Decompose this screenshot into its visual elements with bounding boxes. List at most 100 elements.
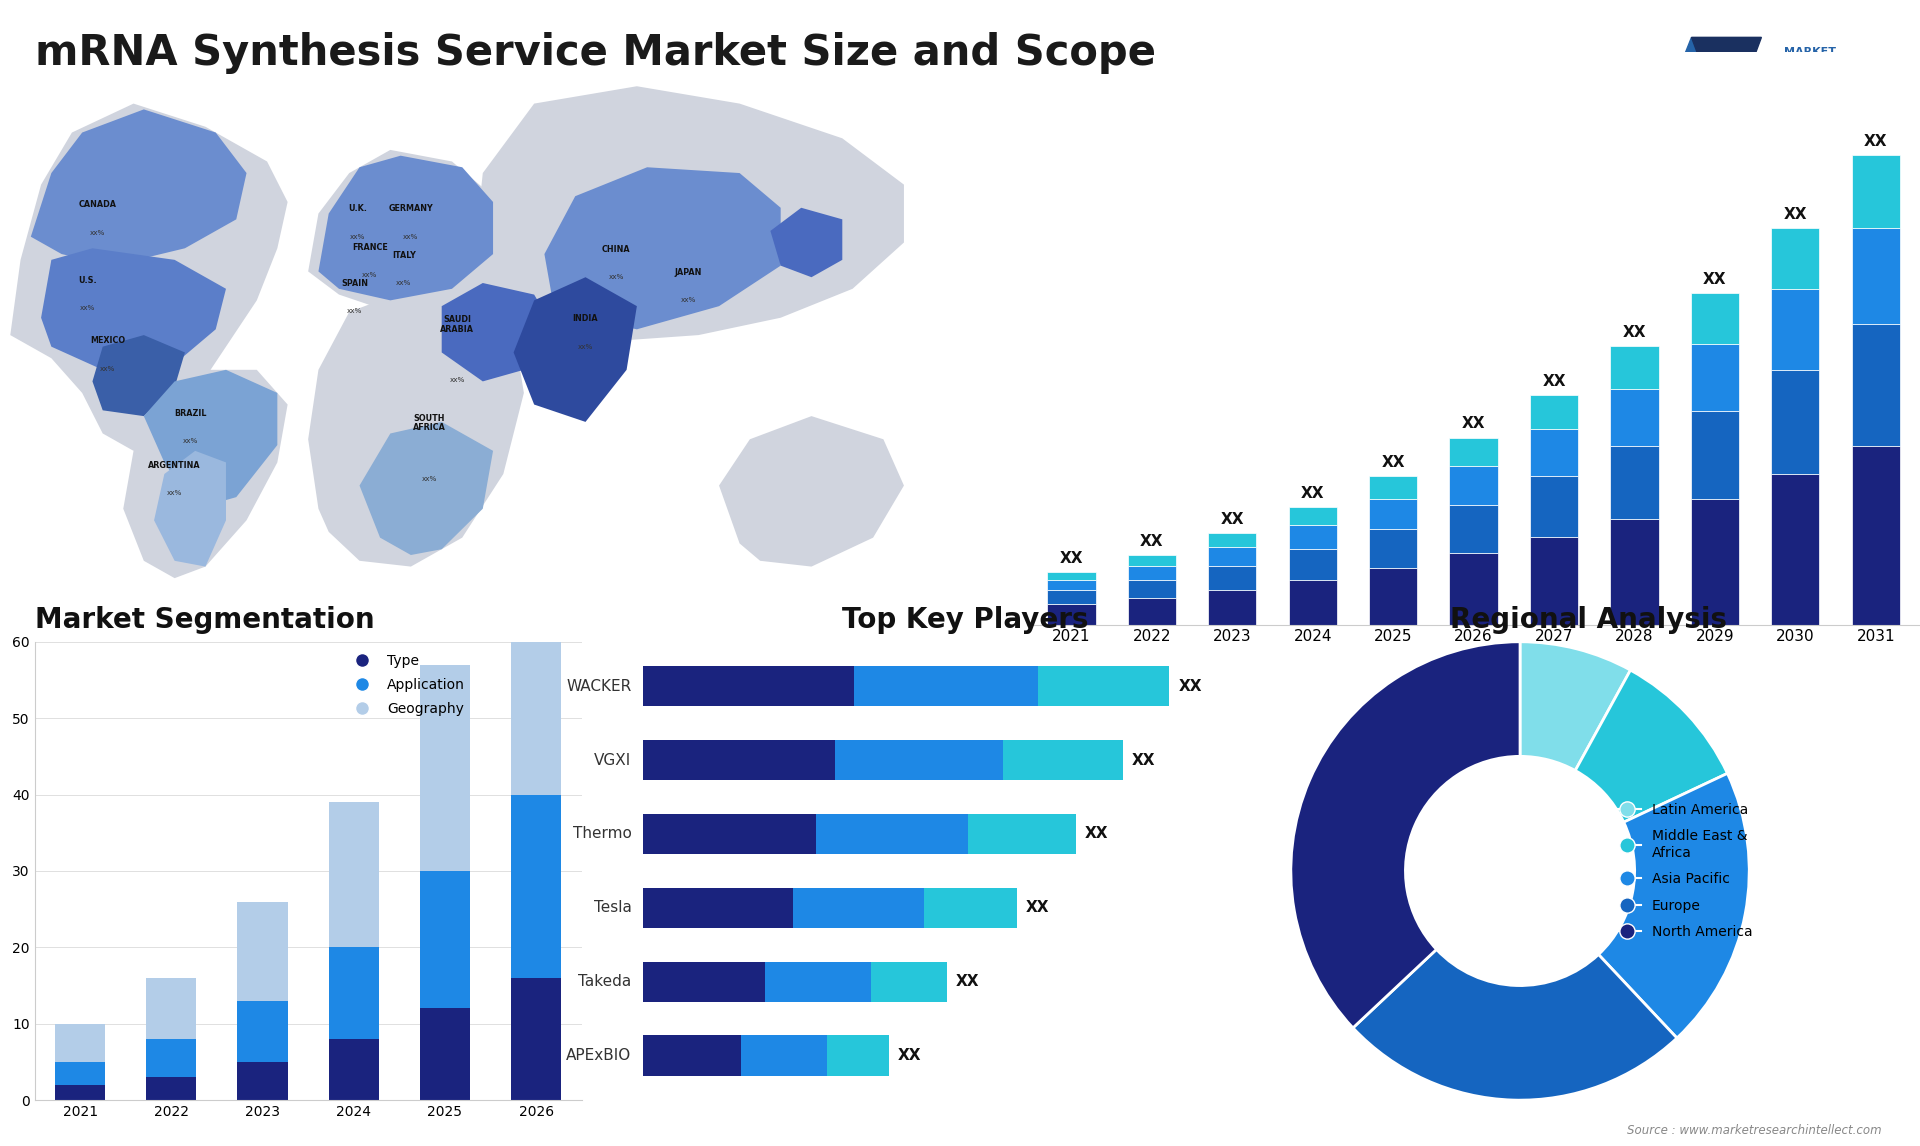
Polygon shape: [718, 416, 904, 566]
Text: xx%: xx%: [100, 366, 115, 371]
Text: SAUDI
ARABIA: SAUDI ARABIA: [440, 315, 474, 333]
Text: XX: XX: [1302, 486, 1325, 501]
Polygon shape: [319, 156, 493, 300]
Bar: [1692, 344, 1740, 411]
Bar: [1530, 430, 1578, 476]
Text: MARKET: MARKET: [1784, 47, 1836, 57]
Bar: [1046, 580, 1096, 590]
Polygon shape: [545, 167, 781, 329]
Polygon shape: [307, 150, 515, 312]
Polygon shape: [10, 103, 288, 450]
Bar: [511, 794, 561, 978]
Title: Regional Analysis: Regional Analysis: [1450, 606, 1728, 634]
Bar: [741, 1036, 828, 1076]
Text: Market Segmentation: Market Segmentation: [35, 606, 374, 634]
Wedge shape: [1574, 670, 1728, 822]
Text: WACKER: WACKER: [566, 678, 632, 693]
Bar: [1530, 395, 1578, 430]
Bar: [1770, 474, 1820, 625]
Bar: [1450, 554, 1498, 625]
Text: XX: XX: [1380, 455, 1405, 470]
Bar: [1046, 604, 1096, 625]
Bar: [1288, 549, 1336, 580]
Text: xx%: xx%: [363, 272, 378, 277]
Text: VGXI: VGXI: [595, 753, 632, 768]
Text: mRNA Synthesis Service Market Size and Scope: mRNA Synthesis Service Market Size and S…: [35, 32, 1156, 74]
Bar: [1288, 525, 1336, 549]
Bar: [1611, 346, 1659, 388]
Bar: [146, 1039, 196, 1077]
Text: BRAZIL: BRAZIL: [175, 409, 205, 418]
Text: MEXICO: MEXICO: [90, 337, 125, 345]
Text: xx%: xx%: [182, 438, 198, 444]
Text: Thermo: Thermo: [572, 826, 632, 841]
Bar: [1530, 476, 1578, 537]
Bar: [1611, 519, 1659, 625]
Bar: [816, 814, 968, 854]
Bar: [1127, 598, 1175, 625]
Bar: [146, 978, 196, 1039]
Text: XX: XX: [1864, 134, 1887, 149]
Bar: [56, 1085, 106, 1100]
Bar: [420, 871, 470, 1008]
Bar: [56, 1023, 106, 1062]
Polygon shape: [1653, 38, 1726, 131]
Text: XX: XX: [1140, 534, 1164, 549]
Bar: [420, 1008, 470, 1100]
Bar: [328, 1039, 378, 1100]
Bar: [1770, 370, 1820, 474]
Bar: [1530, 537, 1578, 625]
Text: xx%: xx%: [349, 234, 365, 240]
Bar: [238, 902, 288, 1000]
Polygon shape: [123, 370, 288, 578]
Bar: [1039, 666, 1169, 706]
Text: xx%: xx%: [403, 234, 419, 240]
Text: XX: XX: [897, 1049, 922, 1063]
Title: Top Key Players: Top Key Players: [841, 606, 1089, 634]
Polygon shape: [442, 283, 555, 382]
Wedge shape: [1521, 642, 1630, 770]
Text: U.S.: U.S.: [79, 275, 96, 284]
Bar: [968, 814, 1075, 854]
Bar: [1450, 504, 1498, 554]
Polygon shape: [144, 370, 276, 509]
Text: xx%: xx%: [167, 490, 182, 496]
Text: XX: XX: [1461, 416, 1486, 431]
Polygon shape: [40, 249, 227, 370]
Text: APExBIO: APExBIO: [566, 1049, 632, 1063]
Bar: [872, 961, 947, 1003]
Text: Source : www.marketresearchintellect.com: Source : www.marketresearchintellect.com: [1626, 1124, 1882, 1137]
Bar: [1208, 590, 1256, 625]
Text: xx%: xx%: [348, 308, 363, 314]
Polygon shape: [154, 450, 227, 566]
Text: ARGENTINA: ARGENTINA: [148, 461, 202, 470]
Text: CANADA: CANADA: [79, 201, 117, 210]
Text: xx%: xx%: [449, 377, 465, 383]
Text: INTELLECT: INTELLECT: [1784, 104, 1851, 115]
Bar: [1127, 556, 1175, 566]
Bar: [1770, 289, 1820, 370]
Text: FRANCE: FRANCE: [351, 243, 388, 252]
Polygon shape: [1692, 38, 1761, 131]
Bar: [643, 666, 854, 706]
Text: XX: XX: [1179, 678, 1202, 693]
Text: U.K.: U.K.: [348, 204, 367, 213]
Text: XX: XX: [1622, 325, 1645, 340]
Polygon shape: [92, 335, 184, 416]
Bar: [1770, 228, 1820, 289]
Text: Takeda: Takeda: [578, 974, 632, 989]
Legend: Type, Application, Geography: Type, Application, Geography: [342, 649, 470, 721]
Bar: [1611, 446, 1659, 519]
Bar: [643, 739, 835, 780]
Bar: [1046, 572, 1096, 580]
Bar: [1611, 388, 1659, 446]
Text: xx%: xx%: [609, 274, 624, 281]
Text: XX: XX: [1221, 512, 1244, 527]
Wedge shape: [1354, 949, 1676, 1100]
Bar: [643, 888, 793, 928]
Text: XX: XX: [1060, 550, 1083, 566]
Bar: [828, 1036, 889, 1076]
Bar: [854, 666, 1039, 706]
Bar: [1369, 529, 1417, 567]
Bar: [764, 961, 872, 1003]
